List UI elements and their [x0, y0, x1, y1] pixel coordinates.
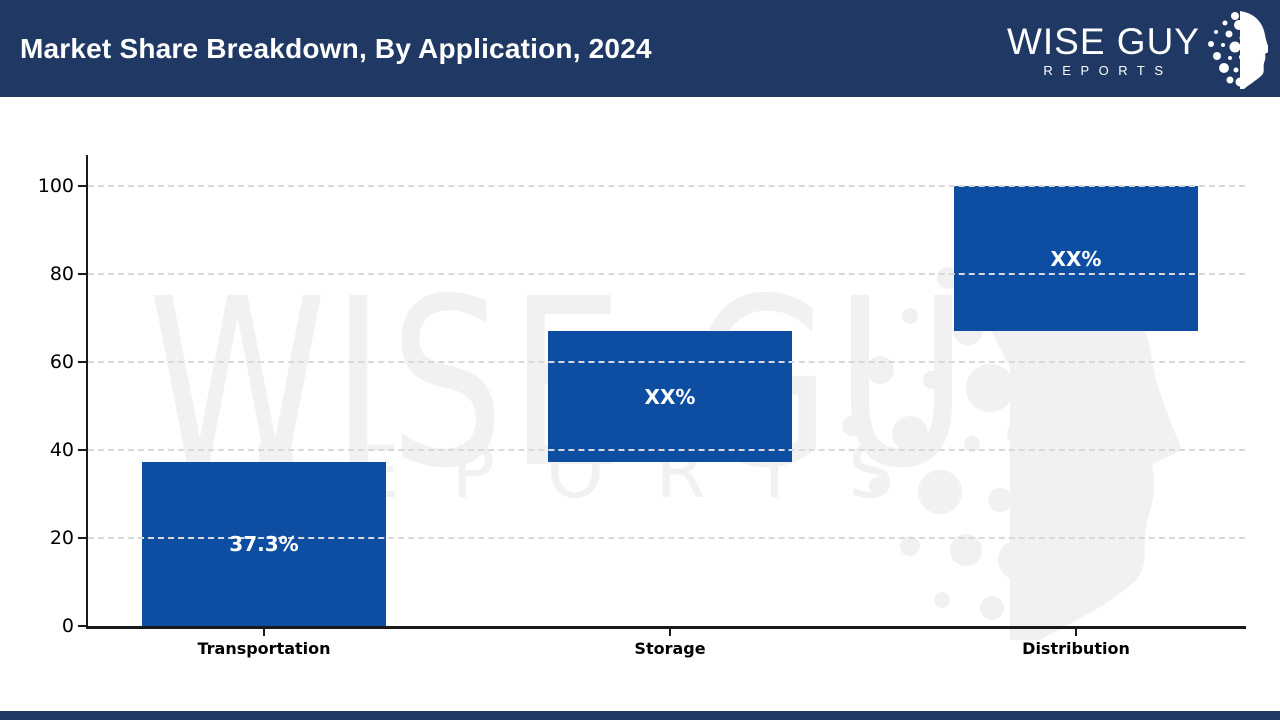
logo-name: WISE GUY: [1006, 20, 1200, 62]
y-tick-label: 0: [61, 615, 74, 637]
x-tick: [669, 629, 671, 636]
gridline-80: [88, 273, 1245, 275]
x-tick-label-distribution: Distribution: [1022, 639, 1130, 658]
y-tick: [78, 361, 86, 363]
header-bar: Market Share Breakdown, By Application, …: [0, 0, 1280, 97]
gridline-40: [88, 449, 1245, 451]
y-tick-label: 100: [37, 175, 74, 197]
face-profile-icon: [1208, 10, 1268, 89]
y-tick: [78, 449, 86, 451]
x-axis: [86, 626, 1246, 629]
y-tick: [78, 625, 86, 627]
y-tick-label: 20: [49, 527, 74, 549]
bar-transportation: 37.3%: [142, 461, 386, 626]
y-tick-label: 40: [49, 439, 74, 461]
bar-value-label: XX%: [644, 384, 696, 409]
x-tick: [263, 629, 265, 636]
x-tick-label-storage: Storage: [634, 639, 706, 658]
x-tick: [1075, 629, 1077, 636]
bar-value-label: 37.3%: [229, 531, 299, 556]
page-title: Market Share Breakdown, By Application, …: [20, 32, 652, 64]
x-tick-label-transportation: Transportation: [197, 639, 331, 658]
gridline-100: [88, 185, 1245, 187]
gridline-20: [88, 537, 1245, 539]
bar-value-label: XX%: [1050, 246, 1102, 271]
gridline-60: [88, 361, 1245, 363]
y-tick: [78, 537, 86, 539]
y-axis: [86, 155, 88, 628]
bar-storage: XX%: [548, 331, 792, 462]
bar-distribution: XX%: [954, 186, 1198, 332]
wiseguy-logo: WISE GUY REPORTS: [1007, 10, 1280, 90]
y-tick: [78, 273, 86, 275]
y-tick-label: 80: [49, 263, 74, 285]
y-tick-label: 60: [49, 351, 74, 373]
footer-bar: [0, 711, 1280, 720]
logo-subtitle: REPORTS: [1043, 62, 1173, 78]
y-tick: [78, 185, 86, 187]
